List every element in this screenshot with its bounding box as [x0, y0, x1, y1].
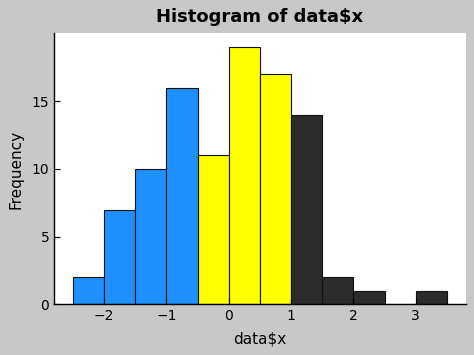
Y-axis label: Frequency: Frequency: [9, 129, 23, 208]
Bar: [291, 115, 322, 305]
Bar: [166, 88, 198, 305]
Bar: [229, 47, 260, 305]
Bar: [198, 155, 229, 305]
Bar: [73, 277, 104, 305]
X-axis label: data$x: data$x: [233, 332, 287, 347]
Bar: [354, 291, 384, 305]
Title: Histogram of data$x: Histogram of data$x: [156, 8, 364, 26]
Bar: [416, 291, 447, 305]
Bar: [135, 169, 166, 305]
Bar: [322, 277, 354, 305]
Bar: [104, 209, 135, 305]
Bar: [260, 74, 291, 305]
